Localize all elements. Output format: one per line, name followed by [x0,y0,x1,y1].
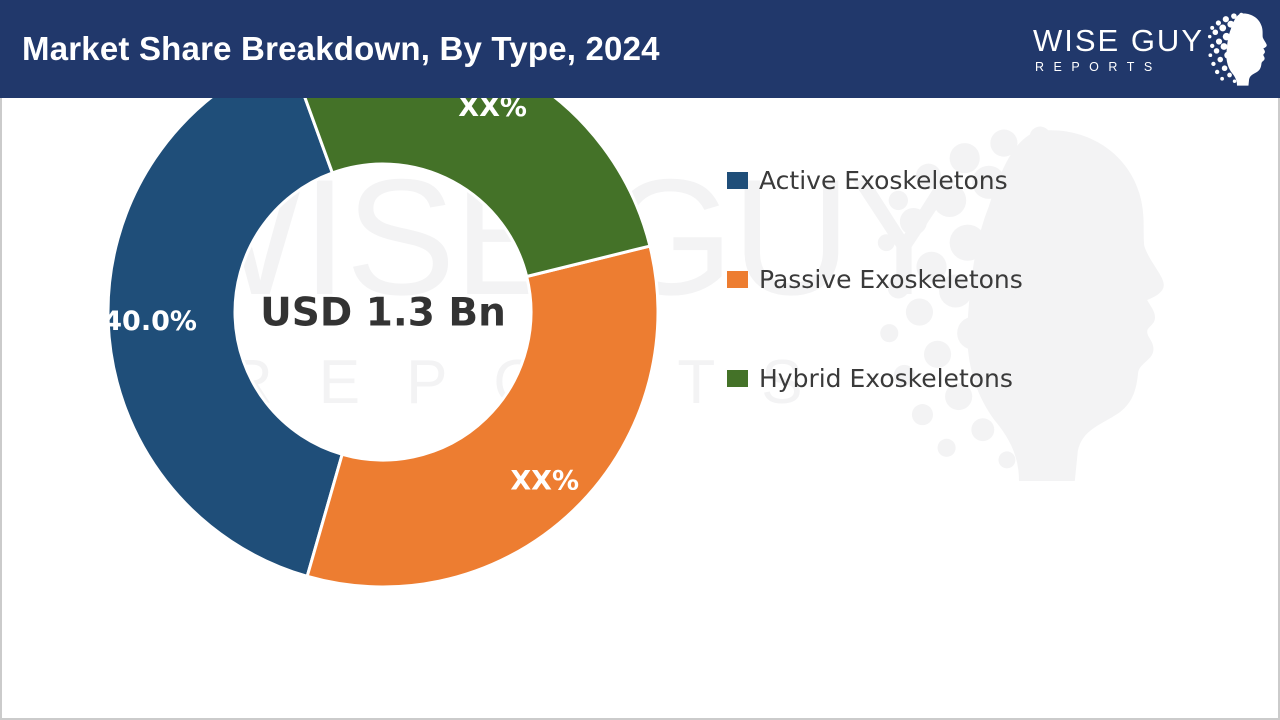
brand-logo: WISE GUY REPORTS [1033,11,1268,87]
legend-label-active-exoskeletons: Active Exoskeletons [759,166,1008,195]
brand-name: WISE GUY [1032,22,1204,58]
header-bar: Market Share Breakdown, By Type, 2024 WI… [0,0,1280,98]
donut-chart: 40.0% XX% XX% USD 1.3 Bn [98,27,668,597]
legend-swatch-hybrid-exoskeletons [727,370,748,387]
wiseguy-face-icon [1206,11,1268,87]
donut-center-label: USD 1.3 Bn [260,291,506,336]
legend-item-active-exoskeletons: Active Exoskeletons [727,166,1023,195]
chart-legend: Active Exoskeletons Passive Exoskeletons H… [727,166,1023,463]
brand-wordmark: WISE GUY REPORTS [1033,25,1204,74]
slice-value-label-active-exoskeletons: 40.0% [103,306,197,337]
legend-label-passive-exoskeletons: Passive Exoskeletons [759,265,1023,294]
brand-subtitle: REPORTS [1034,59,1162,74]
legend-swatch-active-exoskeletons [727,172,748,189]
page-title: Market Share Breakdown, By Type, 2024 [22,30,660,67]
legend-item-passive-exoskeletons: Passive Exoskeletons [727,265,1023,294]
legend-swatch-passive-exoskeletons [727,271,748,288]
donut-slice-passive-exoskeletons [305,244,660,589]
slice-value-label-passive-exoskeletons: XX% [510,466,579,497]
donut-slice-active-exoskeletons [106,52,344,578]
legend-item-hybrid-exoskeletons: Hybrid Exoskeletons [727,364,1023,393]
legend-label-hybrid-exoskeletons: Hybrid Exoskeletons [759,364,1013,393]
content-frame [0,98,1280,720]
